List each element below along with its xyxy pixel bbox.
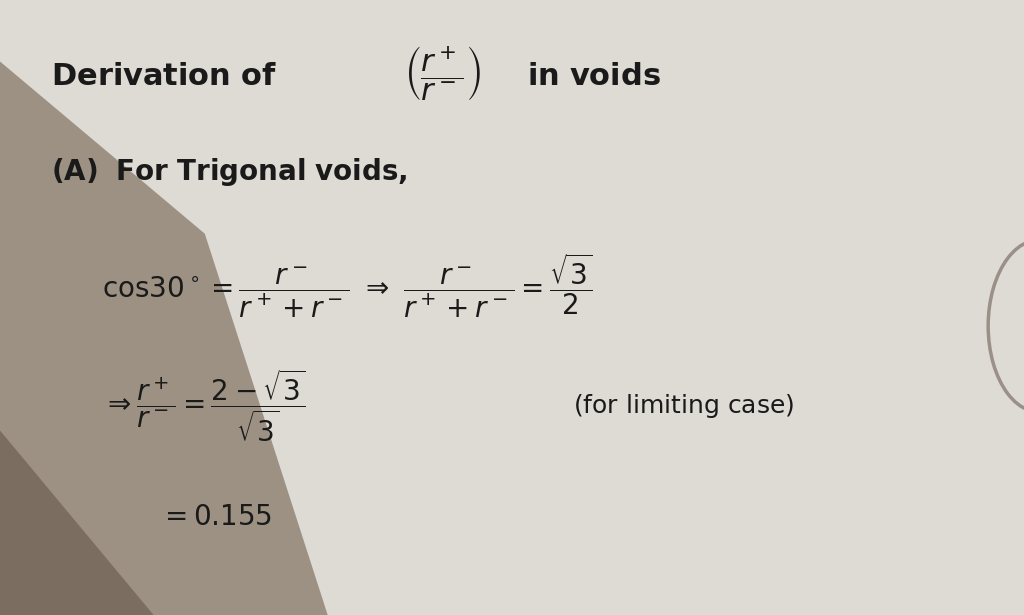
Text: $\left(\dfrac{r^+}{r^-}\right)$: $\left(\dfrac{r^+}{r^-}\right)$: [404, 44, 482, 103]
Text: $\mathbf{(A)\ \ For\ Trigonal\ voids,}$: $\mathbf{(A)\ \ For\ Trigonal\ voids,}$: [51, 156, 408, 188]
Polygon shape: [0, 430, 154, 615]
Text: $\Rightarrow \dfrac{r^+}{r^-} = \dfrac{2 - \sqrt{3}}{\sqrt{3}}$: $\Rightarrow \dfrac{r^+}{r^-} = \dfrac{2…: [102, 368, 306, 444]
Text: $\mathbf{Derivation\ of}$: $\mathbf{Derivation\ of}$: [51, 62, 278, 92]
Polygon shape: [0, 62, 328, 615]
Text: $\mathbf{in\ voids}$: $\mathbf{in\ voids}$: [527, 62, 662, 92]
Text: $\mathrm{(for\ limiting\ case)}$: $\mathrm{(for\ limiting\ case)}$: [573, 392, 795, 420]
Text: $= 0.155$: $= 0.155$: [159, 502, 271, 531]
Text: $\mathrm{cos30}^\circ = \dfrac{r^-}{r^+ + r^-}\ \Rightarrow\ \dfrac{r^-}{r^+ + r: $\mathrm{cos30}^\circ = \dfrac{r^-}{r^+ …: [102, 252, 593, 320]
